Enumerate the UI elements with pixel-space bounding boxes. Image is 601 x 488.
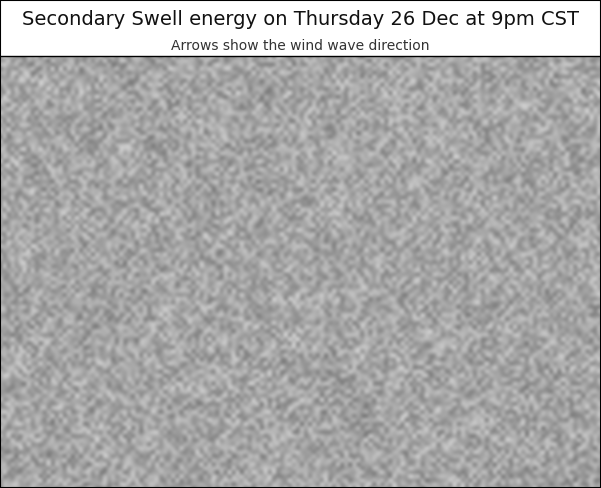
Text: Secondary Swell energy on Thursday 26 Dec at 9pm CST: Secondary Swell energy on Thursday 26 De… (22, 10, 579, 29)
Text: Arrows show the wind wave direction: Arrows show the wind wave direction (171, 39, 430, 53)
